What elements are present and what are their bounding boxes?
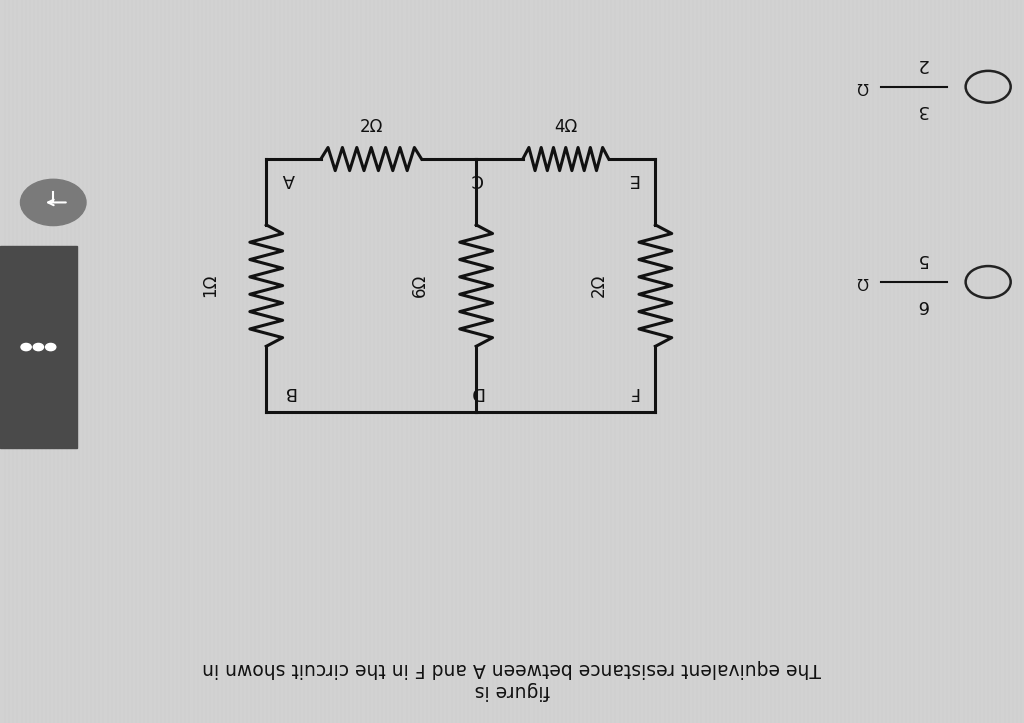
Circle shape (20, 343, 31, 351)
Text: 2Ω: 2Ω (359, 118, 383, 135)
Text: D: D (469, 383, 483, 401)
Text: E: E (628, 171, 638, 188)
Text: B: B (283, 383, 295, 401)
Text: The equivalent resistance between A and F in the circuit shown in: The equivalent resistance between A and … (203, 659, 821, 678)
Text: A: A (283, 171, 295, 188)
Circle shape (46, 343, 55, 351)
Bar (0, 246, 77, 448)
Text: 2: 2 (915, 55, 928, 72)
Circle shape (33, 343, 43, 351)
Text: F: F (628, 383, 638, 401)
Circle shape (20, 179, 86, 226)
Text: 2Ω: 2Ω (590, 274, 608, 297)
Text: 5: 5 (915, 250, 928, 268)
Text: Ω: Ω (856, 275, 868, 289)
Text: Ω: Ω (856, 80, 868, 94)
Text: C: C (470, 171, 482, 188)
Text: 6: 6 (915, 296, 928, 314)
Text: 1Ω: 1Ω (201, 274, 219, 297)
Text: 3: 3 (915, 101, 928, 119)
Text: 6Ω: 6Ω (411, 274, 429, 297)
Text: 4Ω: 4Ω (554, 118, 578, 135)
Text: figure is: figure is (474, 681, 550, 700)
